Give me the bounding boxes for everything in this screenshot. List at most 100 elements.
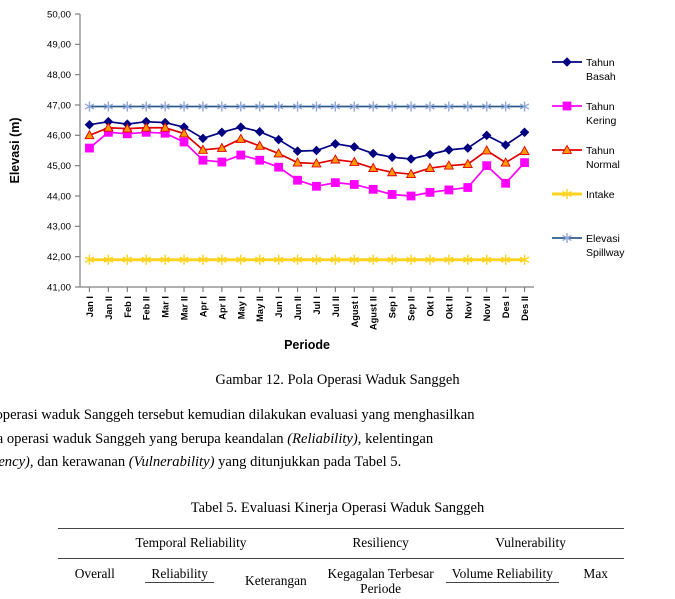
data-point-marker: [406, 256, 416, 263]
data-point-marker: [519, 127, 530, 138]
data-point-marker: [312, 181, 321, 191]
data-point-marker: [292, 146, 303, 156]
data-point-marker: [141, 103, 151, 110]
data-point-marker: [387, 190, 397, 199]
evaluation-table: Temporal Reliability Resiliency Vulnerab…: [58, 528, 624, 599]
data-point-marker: [217, 157, 227, 167]
data-point-marker: [122, 123, 133, 133]
paragraph-line-2-text: nerja operasi waduk Sanggeh yang berupa …: [0, 430, 288, 447]
reservoir-operation-line-chart: 41,00 42,00 43,00 44,00 45,00 46,00 47,00 48,00…: [8, 9, 625, 352]
data-point-marker: [425, 187, 435, 197]
data-point-marker: [463, 183, 473, 192]
paragraph-line-1: ola operasi waduk Sanggeh tersebut kemud…: [0, 407, 475, 423]
data-point-marker: [103, 103, 114, 110]
data-point-marker: [387, 103, 397, 110]
data-point-marker: [562, 234, 572, 242]
data-point-marker: [330, 178, 340, 188]
data-point-marker: [562, 101, 572, 111]
figure-caption: Gambar 12. Pola Operasi Waduk Sanggeh: [215, 372, 460, 388]
subheader-volume-reliability-text: Volume Reliability: [445, 566, 559, 584]
data-point-marker: [561, 144, 573, 154]
data-point-marker: [141, 122, 152, 132]
paragraph-line-3-mid: , dan kerawanan: [29, 454, 129, 471]
x-axis-tick-label: Jun I: [274, 296, 284, 318]
data-point-marker: [406, 103, 416, 110]
data-point-marker: [84, 256, 95, 263]
data-point-marker: [463, 143, 473, 153]
data-point-marker: [311, 145, 322, 156]
x-axis-tick-label: Apr II: [217, 296, 227, 320]
y-axis-tick-label: 41,00: [47, 282, 71, 293]
data-point-marker: [85, 143, 94, 153]
subheader-max: Max: [583, 566, 608, 581]
data-point-marker: [273, 147, 284, 158]
data-point-marker: [236, 150, 246, 160]
x-axis-tick-label: Feb I: [123, 296, 133, 318]
x-axis-tick-label: May I: [236, 296, 246, 319]
data-point-marker: [330, 103, 341, 110]
x-axis-tick-label: Jul II: [331, 296, 341, 317]
x-axis-tick-label: Jul I: [312, 296, 322, 315]
x-axis-tick-label: Mar II: [180, 296, 190, 320]
data-point-marker: [236, 103, 246, 110]
chart-figure: 41,00 42,00 43,00 44,00 45,00 46,00 47,00 48,00…: [8, 9, 625, 352]
data-point-marker: [293, 175, 302, 185]
data-point-marker: [443, 160, 455, 170]
data-point-marker: [387, 152, 397, 162]
data-point-marker: [520, 158, 529, 168]
data-point-marker: [274, 162, 284, 172]
data-point-marker: [482, 256, 492, 263]
data-point-marker: [482, 161, 492, 171]
x-axis-tick-label: Okt I: [425, 296, 435, 317]
data-point-marker: [235, 133, 246, 143]
data-point-marker: [197, 144, 209, 154]
y-axis-tick-label: 46,00: [47, 131, 71, 142]
data-point-marker: [198, 256, 208, 263]
subheader-kegagalan-terbesar: Kegagalan Terbesar Periode: [324, 559, 437, 599]
data-point-marker: [254, 140, 265, 150]
y-axis-tick-label: 43,00: [47, 222, 71, 233]
data-point-marker: [501, 178, 511, 188]
data-point-marker: [463, 256, 473, 263]
series-tahun-normal: [84, 122, 530, 179]
data-point-marker: [103, 122, 114, 132]
data-point-marker: [273, 134, 284, 145]
data-point-marker: [236, 256, 246, 263]
legend-item-tahun-basah: Tahun Basah: [552, 57, 616, 83]
data-point-marker: [519, 256, 530, 263]
data-point-marker: [292, 256, 303, 263]
data-point-marker: [273, 256, 284, 263]
series-elevasi-spillway: [84, 101, 530, 112]
vulnerability-italic: (Vulnerability): [128, 454, 215, 471]
data-point-marker: [103, 256, 114, 263]
y-axis-tick-label: 50,00: [47, 9, 71, 20]
legend-label: Intake: [586, 189, 615, 201]
data-point-marker: [217, 256, 227, 263]
data-point-marker: [122, 103, 132, 110]
data-point-marker: [562, 57, 572, 67]
data-point-marker: [368, 148, 378, 159]
x-axis-tick-label: Nov II: [482, 296, 492, 321]
data-point-marker: [562, 190, 572, 198]
data-point-marker: [368, 256, 378, 263]
y-axis-title: Elevasi (m): [8, 117, 22, 183]
x-axis-tick-label: Des I: [501, 296, 511, 318]
subheader-kegagalan-line1: Kegagalan Terbesar: [327, 566, 434, 581]
data-point-marker: [519, 145, 530, 155]
series-tahun-basah: [84, 116, 530, 164]
data-point-marker: [519, 103, 530, 110]
data-point-marker: [216, 142, 228, 152]
legend-item-elevasi-spillway: Elevasi Spillway: [552, 233, 625, 259]
data-point-marker: [160, 256, 170, 263]
data-point-marker: [84, 129, 95, 140]
series-line: [89, 126, 525, 176]
data-point-marker: [273, 103, 284, 110]
data-point-marker: [255, 256, 265, 263]
paragraph-line-2: nerja operasi waduk Sanggeh yang berupa …: [0, 428, 664, 452]
data-point-marker: [159, 122, 171, 132]
x-axis-tick-label: Okt II: [444, 296, 454, 319]
body-paragraph: ola operasi waduk Sanggeh tersebut kemud…: [0, 404, 664, 475]
resiliency-italic: esiliency): [0, 454, 30, 471]
data-point-marker: [292, 157, 303, 167]
series-intake: [84, 254, 530, 265]
